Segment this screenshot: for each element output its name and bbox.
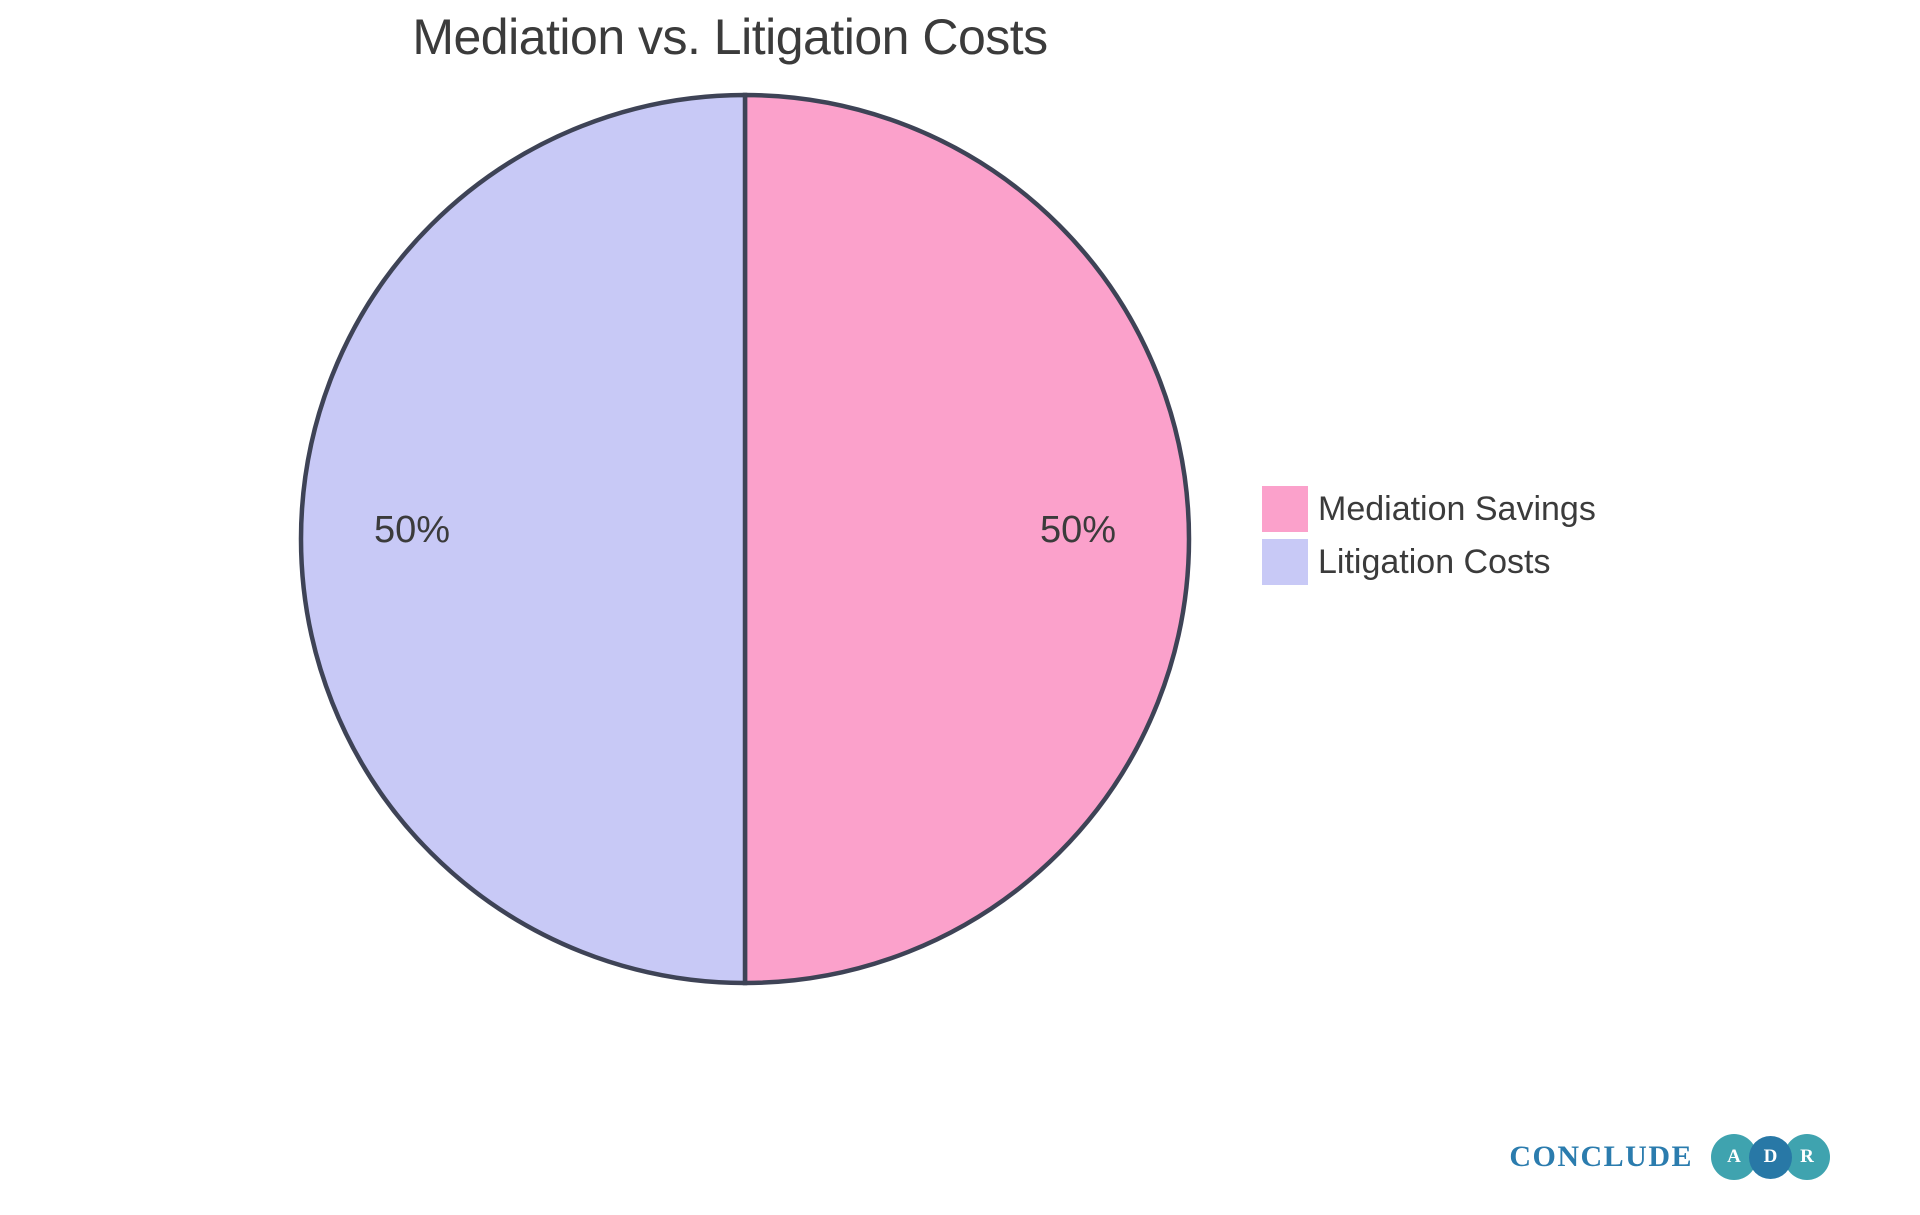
chart-title: Mediation vs. Litigation Costs	[412, 9, 1048, 65]
legend-swatch-icon	[1262, 539, 1308, 585]
legend-label-0: Mediation Savings	[1318, 490, 1596, 528]
legend-item-0[interactable]: Mediation Savings	[1262, 486, 1596, 532]
brand-name: CONCLUDE	[1509, 1140, 1693, 1173]
slice-label-0: 50%	[1040, 509, 1116, 551]
pie-slice-0[interactable]	[742, 92, 1192, 986]
logo-badge-d-icon: D	[1749, 1135, 1792, 1179]
legend-item-1[interactable]: Litigation Costs	[1262, 539, 1596, 585]
legend-swatch-icon	[1262, 486, 1308, 532]
pie-slice-1[interactable]	[298, 92, 748, 986]
legend: Mediation Savings Litigation Costs	[1262, 486, 1596, 592]
logo-badge-r-icon: R	[1784, 1134, 1830, 1180]
legend-label-1: Litigation Costs	[1318, 543, 1551, 581]
slice-label-1: 50%	[374, 509, 450, 551]
